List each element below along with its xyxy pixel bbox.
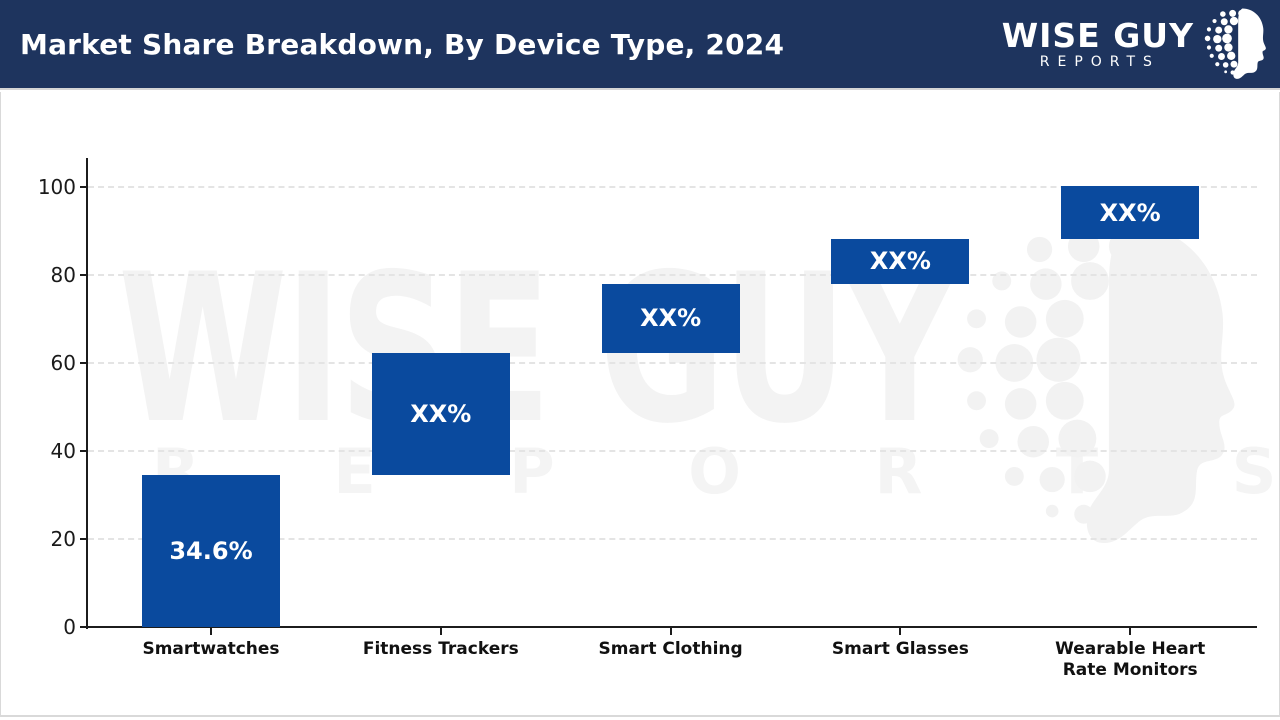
gridline — [88, 538, 1257, 540]
y-axis-tick-label: 20 — [50, 527, 76, 551]
x-axis-category-label: Wearable Heart Rate Monitors — [1055, 639, 1206, 680]
wiseguy-logo-text: WISE GUY REPORTS — [1002, 19, 1194, 69]
bar-value-label: XX% — [410, 399, 472, 428]
bar-smart-glasses: XX% — [831, 238, 970, 284]
bar-smartwatches: 34.6% — [142, 474, 280, 627]
page-border-left — [0, 92, 1, 717]
x-axis-category-label: Smart Glasses — [831, 639, 969, 659]
x-axis-tick — [1129, 628, 1132, 635]
y-axis-tick-label: 100 — [37, 175, 76, 199]
header-banner: Market Share Breakdown, By Device Type, … — [0, 0, 1280, 90]
bar-value-label: XX% — [640, 304, 702, 333]
y-axis-tick — [80, 538, 88, 540]
y-axis-tick-label: 60 — [50, 351, 76, 375]
logo-reports-label: REPORTS — [1039, 54, 1160, 70]
y-axis-tick — [80, 274, 88, 276]
x-axis-line — [86, 626, 1257, 628]
wiseguy-head-icon — [1204, 8, 1266, 79]
bar-fitness-trackers: XX% — [371, 352, 510, 475]
y-axis-tick-label: 80 — [50, 263, 76, 287]
bar-value-label: XX% — [1099, 198, 1161, 227]
y-axis-line — [86, 158, 88, 629]
page-border-bottom — [0, 715, 1280, 717]
x-axis-category-label: Fitness Trackers — [362, 639, 519, 659]
gridline — [88, 450, 1257, 452]
bar-value-label: 34.6% — [169, 536, 253, 565]
x-axis-tick — [669, 628, 672, 635]
logo-wiseguy-label: WISE GUY — [1001, 16, 1194, 55]
y-axis-tick — [80, 362, 88, 364]
waterfall-chart: 0 20 40 60 80 100 34.6% Smartwatches XX% Fitness … — [0, 92, 1280, 720]
x-axis-tick — [439, 628, 442, 635]
x-axis-category-label: Smartwatches — [142, 639, 280, 659]
y-axis-tick-label: 40 — [50, 439, 76, 463]
wiseguy-logo: WISE GUY REPORTS — [1002, 7, 1280, 81]
x-axis-tick — [210, 628, 212, 635]
y-axis-tick — [80, 186, 88, 188]
gridline — [88, 274, 1257, 276]
bar-smart-clothing: XX% — [601, 283, 740, 353]
bar-wearable-heart-rate-monitors: XX% — [1061, 186, 1200, 239]
bar-value-label: XX% — [869, 247, 931, 276]
y-axis-tick — [80, 450, 88, 452]
x-axis-category-label: Smart Clothing — [598, 639, 743, 659]
x-axis-tick — [899, 628, 902, 635]
gridline — [88, 362, 1257, 364]
gridline — [88, 186, 1257, 188]
y-axis-tick — [80, 626, 88, 628]
y-axis-tick-label: 0 — [63, 615, 76, 639]
chart-title: Market Share Breakdown, By Device Type, … — [20, 27, 785, 61]
